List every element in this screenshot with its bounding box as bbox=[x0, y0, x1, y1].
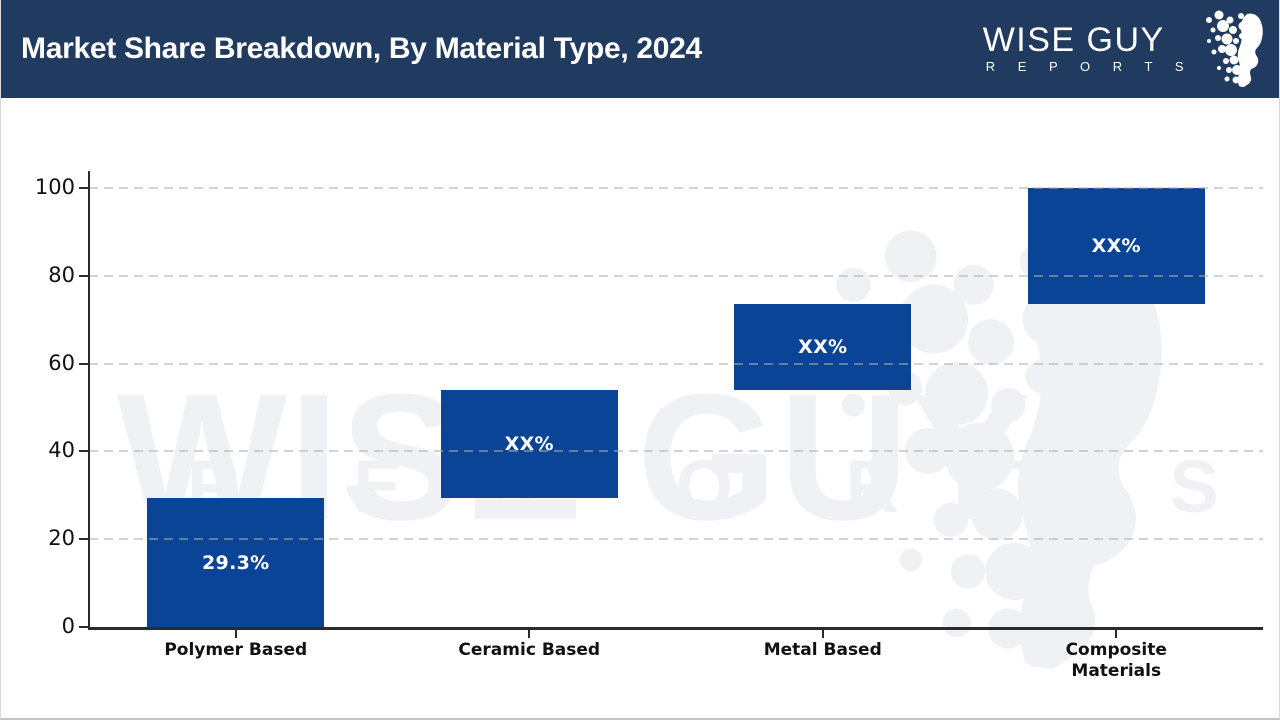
y-axis-tick-label: 0 bbox=[61, 614, 75, 638]
y-axis-tick-label: 100 bbox=[34, 175, 75, 199]
chart-title: Market Share Breakdown, By Material Type… bbox=[21, 32, 702, 65]
y-axis-tick-label: 20 bbox=[48, 526, 75, 551]
y-gridline bbox=[89, 362, 1263, 365]
logo-subtext: R E P O R T S bbox=[985, 59, 1193, 74]
bar-value-label: XX% bbox=[504, 433, 554, 456]
bar-value-label: 29.3% bbox=[202, 551, 270, 574]
y-axis-tick-label: 80 bbox=[48, 262, 75, 287]
x-axis-line bbox=[88, 627, 1263, 630]
waterfall-chart: WISE GUY R E P O R T S 0 20 40 60 80 100 29.3%… bbox=[1, 98, 1279, 718]
x-axis-tick bbox=[234, 630, 237, 638]
x-axis-tick bbox=[1115, 630, 1118, 638]
waterfall-bar-ceramic-based: XX% bbox=[440, 389, 618, 499]
logo-face-icon bbox=[1206, 10, 1263, 87]
waterfall-bar-polymer-based: 29.3% bbox=[147, 498, 325, 627]
waterfall-bar-composite-materials: XX% bbox=[1027, 188, 1205, 305]
y-axis-tick bbox=[79, 274, 88, 277]
y-axis-tick bbox=[79, 187, 88, 189]
y-axis-tick-label: 60 bbox=[48, 350, 75, 375]
y-axis-tick bbox=[79, 626, 88, 628]
x-axis-category-label: Composite Materials bbox=[1065, 640, 1167, 681]
y-gridline bbox=[89, 538, 1263, 541]
x-axis-category-label: Ceramic Based bbox=[458, 640, 601, 660]
bar-value-label: XX% bbox=[1091, 235, 1141, 258]
wise-guy-reports-logo: WISE GUY R E P O R T S bbox=[983, 8, 1279, 90]
x-axis-category-label: Metal Based bbox=[763, 640, 882, 660]
logo-text: WISE GUY R E P O R T S bbox=[983, 23, 1193, 75]
y-axis-tick bbox=[79, 450, 88, 453]
y-gridline bbox=[89, 450, 1263, 453]
y-axis-tick-label: 40 bbox=[48, 438, 75, 463]
y-axis-line bbox=[88, 171, 90, 629]
logo-wordmark: WISE GUY bbox=[982, 21, 1165, 59]
x-axis-category-label: Polymer Based bbox=[164, 640, 308, 660]
header-banner: Market Share Breakdown, By Material Type… bbox=[1, 0, 1279, 98]
y-axis-tick bbox=[79, 362, 88, 365]
y-gridline bbox=[89, 274, 1263, 277]
y-axis-tick bbox=[79, 538, 88, 541]
bar-value-label: XX% bbox=[798, 336, 848, 359]
waterfall-bar-metal-based: XX% bbox=[734, 304, 912, 390]
y-gridline bbox=[89, 187, 1263, 189]
x-axis-tick bbox=[821, 630, 824, 638]
x-axis-tick bbox=[528, 630, 531, 638]
